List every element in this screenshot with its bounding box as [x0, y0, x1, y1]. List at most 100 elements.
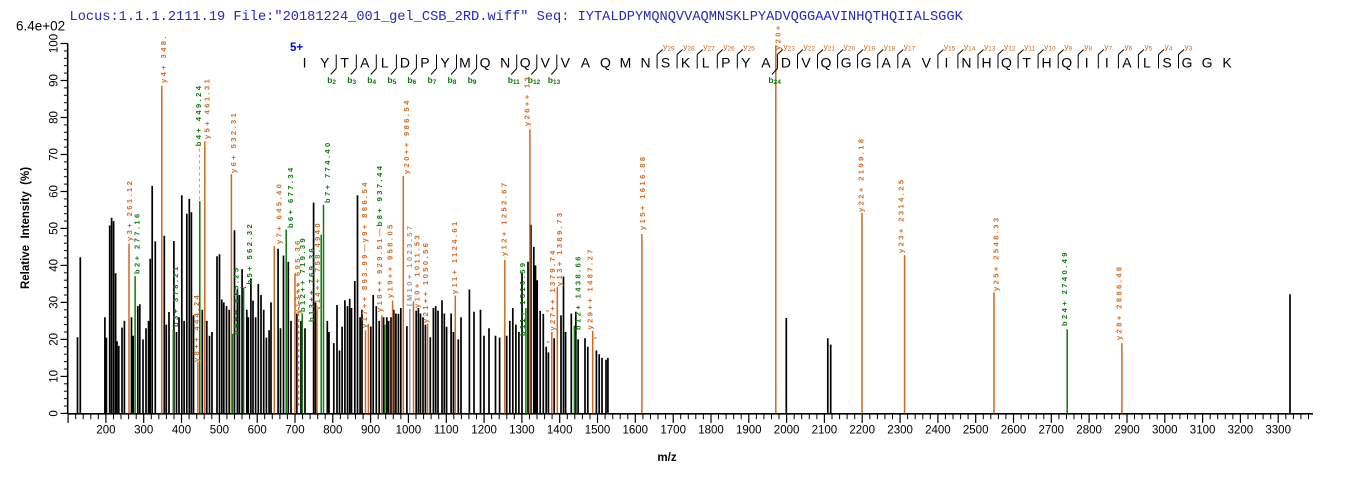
- svg-text:b8: b8: [448, 75, 457, 86]
- svg-text:[M10+ 1023.57: [M10+ 1023.57: [405, 223, 414, 306]
- svg-text:V: V: [541, 55, 551, 71]
- svg-text:3100: 3100: [1190, 425, 1216, 437]
- svg-text:700: 700: [285, 425, 304, 437]
- svg-text:y27: y27: [703, 42, 715, 53]
- svg-text:Q: Q: [1001, 55, 1012, 71]
- svg-text:A: A: [902, 55, 912, 71]
- svg-text:y8++ 444.24: y8++ 444.24: [192, 293, 201, 362]
- svg-text:2700: 2700: [1039, 425, 1065, 437]
- svg-text:I: I: [1085, 55, 1089, 71]
- svg-text:10: 10: [49, 370, 61, 383]
- svg-text:D: D: [400, 55, 410, 71]
- svg-text:600: 600: [248, 425, 267, 437]
- svg-text:Y: Y: [741, 55, 751, 71]
- svg-text:2600: 2600: [1001, 425, 1027, 437]
- svg-text:y14++ 758.4940: y14++ 758.4940: [313, 221, 322, 310]
- svg-text:N: N: [640, 55, 650, 71]
- svg-text:b7: b7: [428, 75, 437, 86]
- svg-text:1100: 1100: [434, 425, 459, 437]
- svg-text:5+: 5+: [290, 42, 303, 54]
- svg-text:y3+ 261.12: y3+ 261.12: [125, 179, 134, 241]
- svg-text:y17: y17: [904, 42, 916, 53]
- svg-text:3300: 3300: [1265, 425, 1291, 437]
- svg-text:b12++ 719.39: b12++ 719.39: [298, 236, 307, 312]
- svg-text:60: 60: [49, 185, 61, 198]
- svg-text:y11: y11: [1024, 42, 1035, 53]
- svg-text:H: H: [981, 55, 991, 71]
- svg-text:1200: 1200: [471, 425, 497, 437]
- svg-text:m/z: m/z: [657, 452, 676, 464]
- svg-text:K: K: [1222, 55, 1232, 71]
- svg-text:b4+ 449.24: b4+ 449.24: [194, 84, 203, 147]
- svg-text:A: A: [360, 55, 370, 71]
- svg-text:y15+ 1616.88: y15+ 1616.88: [638, 155, 647, 231]
- svg-text:1500: 1500: [585, 425, 611, 437]
- svg-text:Locus:1.1.1.2111.19 File:"2018: Locus:1.1.1.2111.19 File:"20181224_001_g…: [70, 10, 964, 25]
- svg-text:b6: b6: [407, 75, 416, 86]
- svg-text:M: M: [620, 55, 632, 71]
- svg-text:500: 500: [210, 425, 229, 437]
- svg-text:H: H: [1042, 55, 1052, 71]
- svg-text:y25+ 2548.33: y25+ 2548.33: [992, 216, 1001, 292]
- svg-text:I: I: [303, 55, 307, 71]
- svg-text:0: 0: [49, 410, 61, 416]
- svg-text:100: 100: [49, 34, 61, 53]
- svg-text:y7+ 645.40: y7+ 645.40: [274, 182, 283, 244]
- svg-text:N: N: [500, 55, 510, 71]
- svg-text:y18: y18: [884, 42, 896, 53]
- svg-text:y23: y23: [783, 42, 795, 53]
- svg-text:80: 80: [49, 111, 61, 124]
- svg-text:y25: y25: [743, 42, 755, 53]
- svg-text:y8: y8: [1084, 42, 1092, 53]
- svg-text:Q: Q: [520, 55, 531, 71]
- svg-text:b13: b13: [548, 75, 561, 86]
- svg-text:P: P: [420, 55, 429, 71]
- svg-text:y17++ 893.99—y9+ 886.54: y17++ 893.99—y9+ 886.54: [360, 180, 369, 328]
- svg-text:1600: 1600: [623, 425, 649, 437]
- svg-text:y14: y14: [964, 42, 976, 53]
- svg-text:1400: 1400: [547, 425, 573, 437]
- svg-text:L: L: [381, 55, 389, 71]
- svg-text:2100: 2100: [812, 425, 838, 437]
- svg-text:30: 30: [49, 296, 61, 309]
- svg-text:50: 50: [49, 222, 61, 235]
- svg-text:Q: Q: [480, 55, 491, 71]
- svg-text:b9: b9: [468, 75, 477, 86]
- svg-text:b24+ 2740.49: b24+ 2740.49: [1060, 250, 1069, 326]
- svg-text:y6: y6: [1124, 42, 1132, 53]
- svg-text:M: M: [459, 55, 471, 71]
- svg-text:2500: 2500: [963, 425, 989, 437]
- svg-text:40: 40: [49, 259, 61, 272]
- svg-text:b3+ 378.21: b3+ 378.21: [171, 264, 180, 327]
- svg-text:1000: 1000: [396, 425, 422, 437]
- svg-text:b12+ 1438.66: b12+ 1438.66: [573, 254, 582, 330]
- svg-text:400: 400: [172, 425, 191, 437]
- svg-text:T: T: [340, 55, 349, 71]
- svg-text:3000: 3000: [1152, 425, 1178, 437]
- svg-text:1300: 1300: [509, 425, 535, 437]
- svg-text:y20+: y20+: [773, 23, 782, 50]
- svg-text:y13++ 695.36: y13++ 695.36: [293, 238, 302, 314]
- svg-text:y21: y21: [824, 42, 836, 53]
- svg-text:y3: y3: [1185, 42, 1193, 53]
- svg-text:2200: 2200: [849, 425, 875, 437]
- svg-text:b7+ 774.40: b7+ 774.40: [323, 140, 332, 203]
- svg-text:y26: y26: [723, 42, 735, 53]
- svg-text:y10: y10: [1044, 42, 1056, 53]
- svg-text:y12: y12: [1004, 42, 1016, 53]
- svg-text:1800: 1800: [698, 425, 724, 437]
- svg-text:D: D: [781, 55, 791, 71]
- svg-text:Y: Y: [320, 55, 330, 71]
- svg-text:b5+ 562.32: b5+ 562.32: [245, 222, 254, 285]
- svg-text:y5+ 461.31: y5+ 461.31: [203, 77, 212, 139]
- svg-text:y22: y22: [804, 42, 816, 53]
- svg-text:I: I: [944, 55, 948, 71]
- svg-text:Relative Intensity (%): Relative Intensity (%): [20, 167, 32, 289]
- svg-text:A: A: [581, 55, 591, 71]
- svg-text:N: N: [961, 55, 971, 71]
- svg-text:b9++ 535.25: b9++ 535.25: [232, 266, 241, 336]
- svg-text:P: P: [721, 55, 730, 71]
- svg-text:S: S: [661, 55, 670, 71]
- svg-text:Q: Q: [1061, 55, 1072, 71]
- svg-text:y12+ 1252.67: y12+ 1252.67: [499, 181, 508, 257]
